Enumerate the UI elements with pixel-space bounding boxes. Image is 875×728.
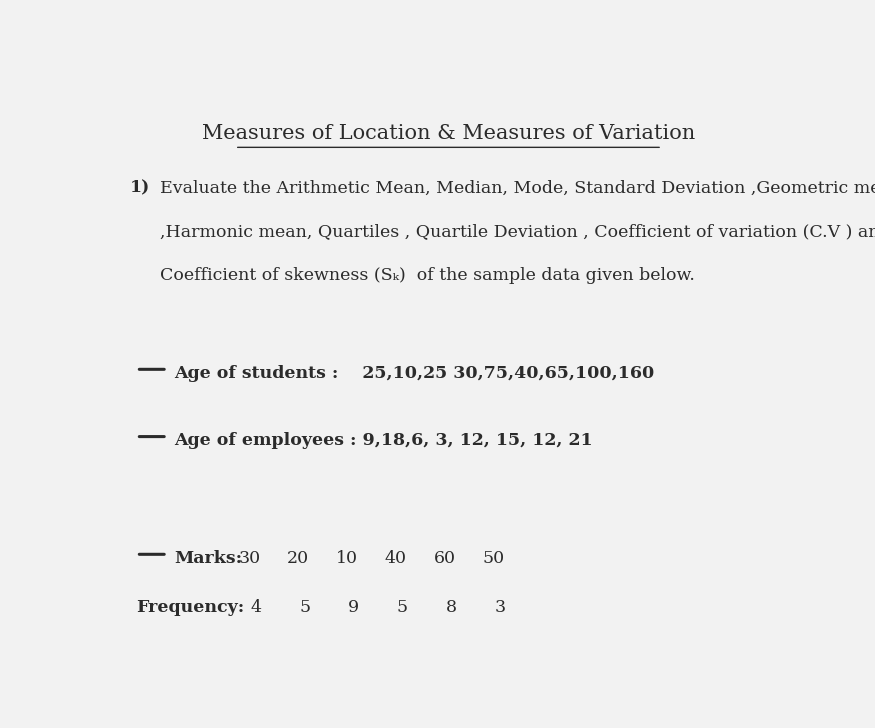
Text: Frequency:: Frequency: <box>136 599 245 616</box>
Text: 30: 30 <box>238 550 261 567</box>
Text: Measures of Location & Measures of Variation: Measures of Location & Measures of Varia… <box>202 124 695 143</box>
Text: Evaluate the Arithmetic Mean, Median, Mode, Standard Deviation ,Geometric mean: Evaluate the Arithmetic Mean, Median, Mo… <box>160 180 875 197</box>
Text: 40: 40 <box>385 550 407 567</box>
Text: 5: 5 <box>299 599 311 616</box>
Text: 1): 1) <box>130 180 150 197</box>
Text: Marks:: Marks: <box>174 550 242 567</box>
Text: 50: 50 <box>482 550 505 567</box>
Text: 9: 9 <box>348 599 360 616</box>
Text: Age of employees : 9,18,6, 3, 12, 15, 12, 21: Age of employees : 9,18,6, 3, 12, 15, 12… <box>174 432 592 449</box>
Text: 5: 5 <box>397 599 408 616</box>
Text: Coefficient of skewness (Sₖ)  of the sample data given below.: Coefficient of skewness (Sₖ) of the samp… <box>160 267 695 285</box>
Text: ,Harmonic mean, Quartiles , Quartile Deviation , Coefficient of variation (C.V ): ,Harmonic mean, Quartiles , Quartile Dev… <box>160 223 875 240</box>
Text: 8: 8 <box>445 599 457 616</box>
Text: 3: 3 <box>494 599 506 616</box>
Text: 60: 60 <box>433 550 456 567</box>
Text: 10: 10 <box>336 550 358 567</box>
Text: 20: 20 <box>287 550 309 567</box>
Text: 4: 4 <box>250 599 262 616</box>
Text: Age of students :    25,10,25 30,75,40,65,100,160: Age of students : 25,10,25 30,75,40,65,1… <box>174 365 654 382</box>
